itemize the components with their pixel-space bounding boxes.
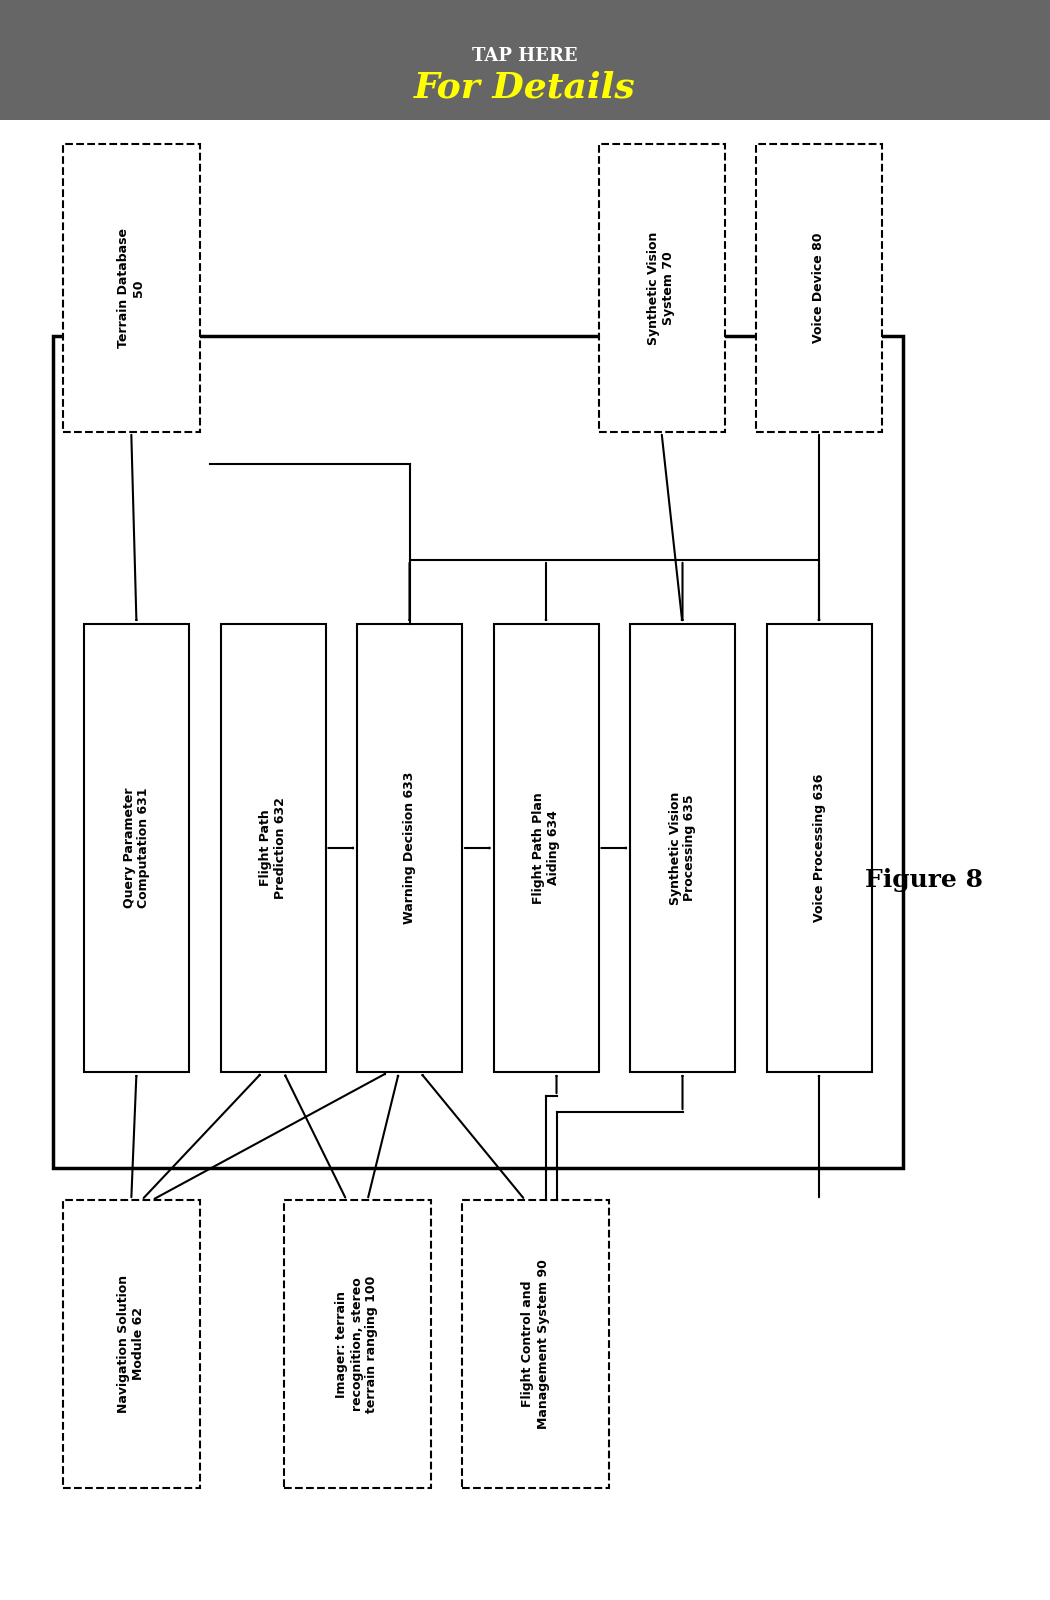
Text: TAP HERE: TAP HERE xyxy=(472,46,578,66)
Text: Voice Processing 636: Voice Processing 636 xyxy=(813,774,825,922)
FancyBboxPatch shape xyxy=(220,624,326,1072)
Text: Query Parameter
Computation 631: Query Parameter Computation 631 xyxy=(123,787,150,909)
FancyBboxPatch shape xyxy=(462,1200,609,1488)
Text: Figure 8: Figure 8 xyxy=(865,867,983,893)
FancyBboxPatch shape xyxy=(494,624,598,1072)
FancyBboxPatch shape xyxy=(598,144,724,432)
FancyBboxPatch shape xyxy=(756,144,882,432)
FancyBboxPatch shape xyxy=(284,1200,430,1488)
Text: Flight Path
Prediction 632: Flight Path Prediction 632 xyxy=(259,797,287,899)
Text: Synthetic Vision
System 70: Synthetic Vision System 70 xyxy=(648,232,675,344)
FancyBboxPatch shape xyxy=(63,144,200,432)
FancyBboxPatch shape xyxy=(52,336,903,1168)
FancyBboxPatch shape xyxy=(357,624,462,1072)
FancyBboxPatch shape xyxy=(630,624,735,1072)
Text: For Details: For Details xyxy=(414,70,636,106)
Text: Flight Path Plan
Aiding 634: Flight Path Plan Aiding 634 xyxy=(532,792,560,904)
Text: Imager: terrain
recognition, stereo
terrain ranging 100: Imager: terrain recognition, stereo terr… xyxy=(336,1275,378,1413)
FancyBboxPatch shape xyxy=(0,0,1050,120)
FancyBboxPatch shape xyxy=(63,1200,200,1488)
Text: Synthetic Vision
Processing 635: Synthetic Vision Processing 635 xyxy=(669,792,696,904)
FancyBboxPatch shape xyxy=(84,624,189,1072)
FancyBboxPatch shape xyxy=(766,624,872,1072)
Text: Terrain Database
50: Terrain Database 50 xyxy=(118,227,145,349)
Text: Warning Decision 633: Warning Decision 633 xyxy=(403,771,416,925)
Text: Flight Control and
Management System 90: Flight Control and Management System 90 xyxy=(522,1259,549,1429)
Text: Voice Device 80: Voice Device 80 xyxy=(813,232,825,344)
Text: Navigation Solution
Module 62: Navigation Solution Module 62 xyxy=(118,1275,145,1413)
